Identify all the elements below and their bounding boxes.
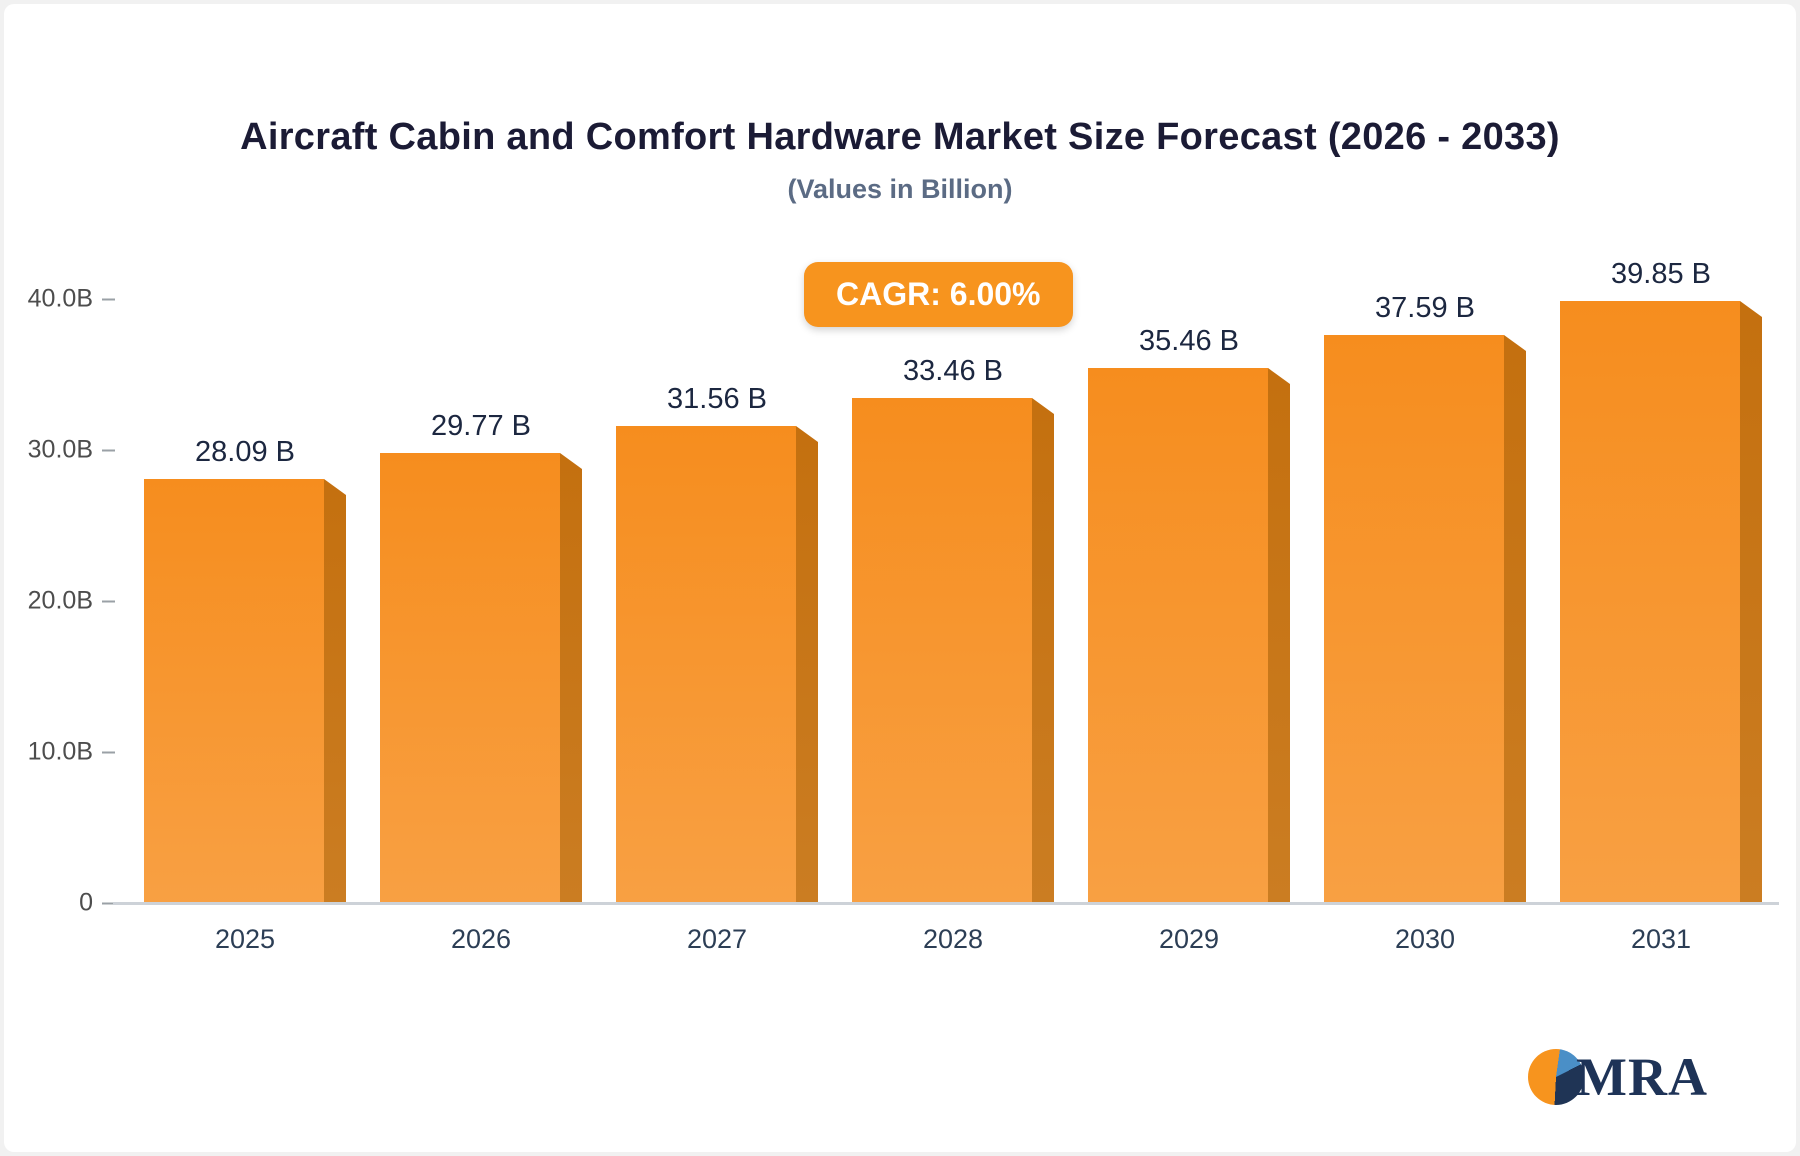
bar-side-face (560, 453, 582, 903)
bar-value-label: 28.09 B (195, 436, 295, 468)
bar-side-face (1740, 301, 1762, 903)
y-tick-label: 30.0B (27, 435, 93, 464)
bar-value-label: 39.85 B (1611, 258, 1711, 290)
bar-side-face (1032, 398, 1054, 903)
bar (1088, 368, 1290, 903)
bar-side-face (324, 479, 346, 903)
cagr-badge: CAGR: 6.00% (804, 262, 1073, 327)
logo-text: MRA (1576, 1047, 1708, 1107)
x-axis-label: 2027 (686, 924, 748, 954)
bar-value-label: 31.56 B (667, 383, 767, 415)
bar-front-face (144, 479, 324, 903)
x-axis-label: 2025 (214, 924, 276, 954)
y-tick-mark (102, 449, 115, 451)
y-tick-mark (102, 600, 115, 602)
bars-container: 28.09 B 29.77 B 31.56 B 33.46 B 35.46 B 37.59… (127, 258, 1779, 903)
bar-value-label: 29.77 B (431, 410, 531, 442)
bar-group-2026: 29.77 B (363, 410, 599, 903)
bar-front-face (616, 426, 796, 903)
bar-group-2031: 39.85 B (1543, 258, 1779, 903)
bar-group-2030: 37.59 B (1307, 292, 1543, 903)
chart-title: Aircraft Cabin and Comfort Hardware Mark… (240, 116, 1560, 158)
bar-value-label: 37.59 B (1375, 292, 1475, 324)
bar-front-face (1088, 368, 1268, 903)
x-axis-label: 2030 (1394, 924, 1456, 954)
x-axis-line (113, 902, 1779, 905)
x-axis-label: 2026 (450, 924, 512, 954)
bar (1324, 335, 1526, 903)
chart-subtitle: (Values in Billion) (787, 174, 1013, 204)
y-axis-tick: 10.0B (0, 738, 115, 767)
bar-side-face (1268, 368, 1290, 903)
bar (380, 453, 582, 903)
y-tick-mark (102, 902, 115, 904)
chart-canvas: Aircraft Cabin and Comfort Hardware Mark… (4, 4, 1796, 1152)
bar-group-2025: 28.09 B (127, 436, 363, 903)
y-axis-tick: 30.0B (0, 436, 115, 465)
brand-logo: MRA (1528, 1046, 1708, 1108)
bar-chart-plot: 0 10.0B 20.0B 30.0B 40.0B 28.09 B 29.77 B 31.5… (28, 258, 1779, 917)
bar-side-face (1504, 335, 1526, 903)
y-tick-label: 40.0B (27, 284, 93, 313)
pie-logo-icon (1528, 1049, 1585, 1105)
y-tick-label: 0 (79, 888, 93, 917)
bar-front-face (852, 398, 1032, 903)
bar-group-2029: 35.46 B (1071, 325, 1307, 903)
y-axis-tick: 0 (0, 889, 115, 918)
cagr-badge-label: CAGR: 6.00% (836, 276, 1041, 312)
bar-front-face (1324, 335, 1504, 903)
bar-side-face (796, 426, 818, 903)
x-axis-label: 2029 (1158, 924, 1220, 954)
bar-front-face (1560, 301, 1740, 903)
x-axis-labels: 2025 2026 2027 2028 2029 2030 2031 (127, 924, 1779, 955)
bar-group-2028: 33.46 B (835, 355, 1071, 903)
y-axis-tick: 20.0B (0, 587, 115, 616)
bar-group-2027: 31.56 B (599, 383, 835, 903)
bar (144, 479, 346, 903)
y-tick-mark (102, 751, 115, 753)
y-tick-label: 20.0B (27, 586, 93, 615)
bar (852, 398, 1054, 903)
bar (1560, 301, 1762, 903)
x-axis-label: 2031 (1630, 924, 1692, 954)
y-axis-tick: 40.0B (0, 285, 115, 314)
bar-value-label: 35.46 B (1139, 325, 1239, 357)
x-axis-label: 2028 (922, 924, 984, 954)
bar-value-label: 33.46 B (903, 355, 1003, 387)
bar (616, 426, 818, 903)
y-tick-mark (102, 298, 115, 300)
bar-front-face (380, 453, 560, 903)
y-axis: 0 10.0B 20.0B 30.0B 40.0B (28, 285, 1779, 917)
y-tick-label: 10.0B (27, 737, 93, 766)
